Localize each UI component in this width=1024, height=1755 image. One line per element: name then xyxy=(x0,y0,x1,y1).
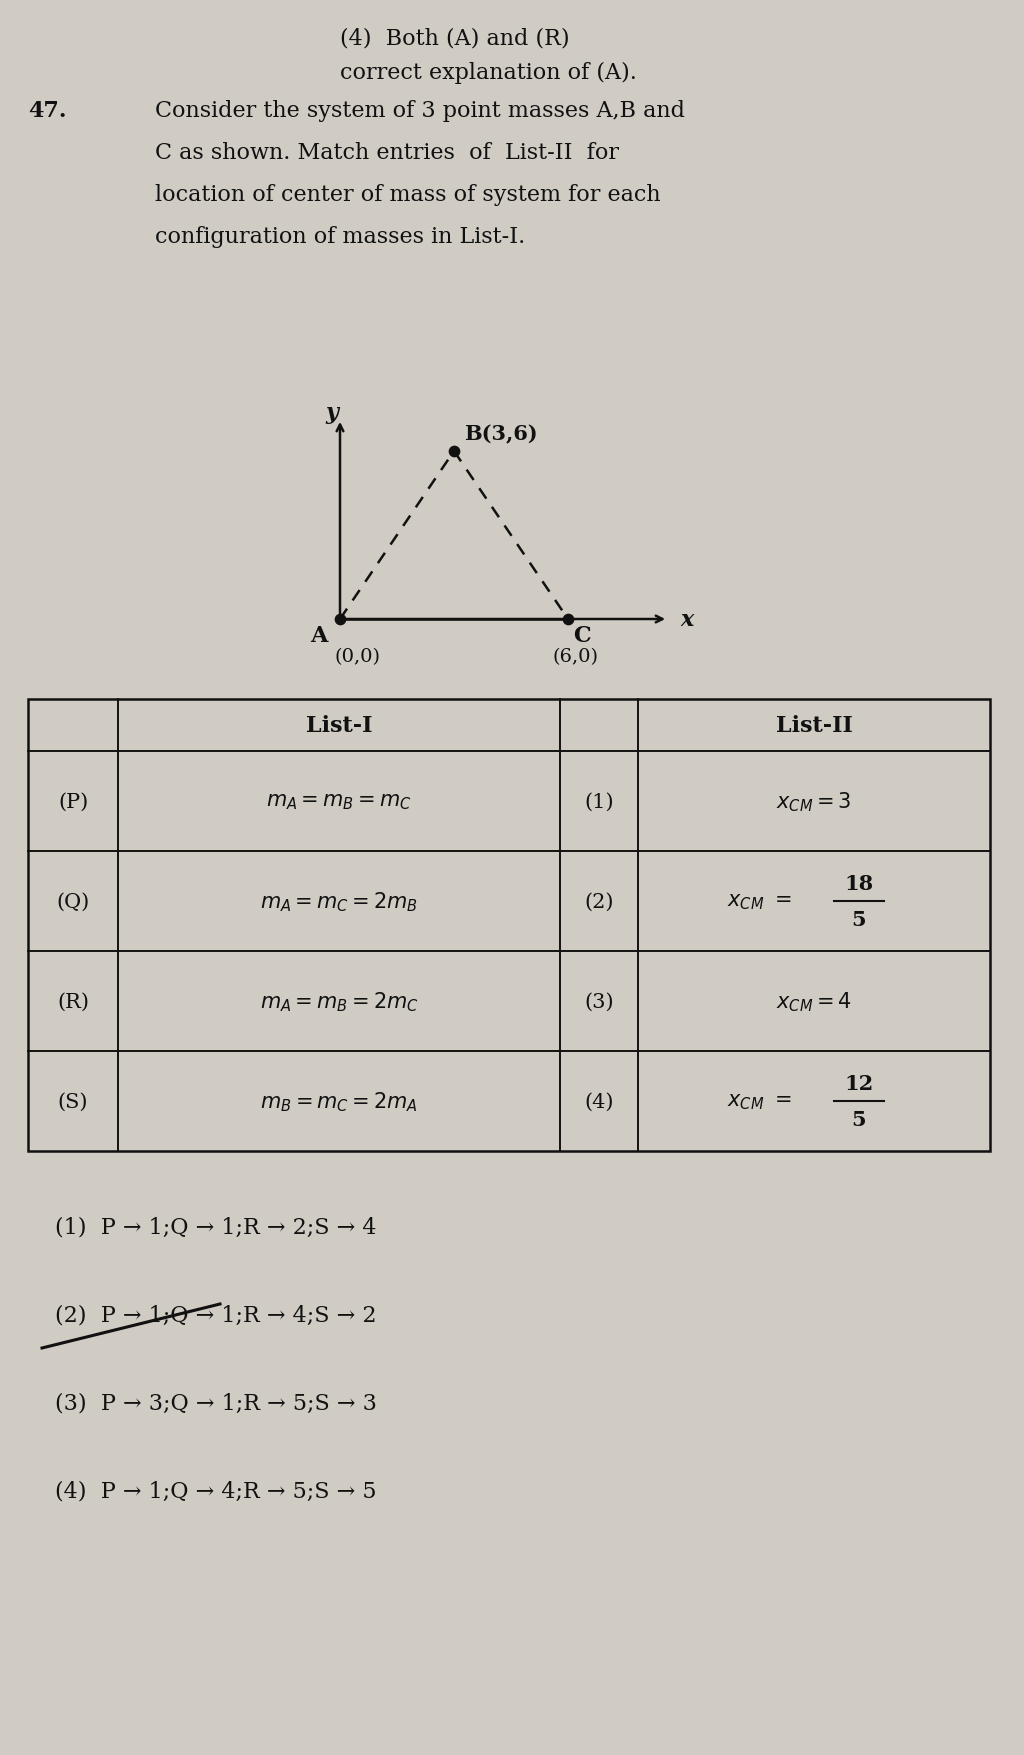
Text: y: y xyxy=(326,402,339,423)
Text: (2): (2) xyxy=(585,892,613,911)
Point xyxy=(560,605,577,634)
Text: A: A xyxy=(310,625,328,646)
Text: 47.: 47. xyxy=(28,100,67,121)
Text: $m_A = m_C = 2m_B$: $m_A = m_C = 2m_B$ xyxy=(260,890,418,913)
Text: (6,0): (6,0) xyxy=(553,648,599,665)
Text: C: C xyxy=(573,625,591,646)
Text: (1): (1) xyxy=(584,792,613,811)
Bar xyxy=(28,700,990,1151)
Text: C as shown. Match entries  of  List-II  for: C as shown. Match entries of List-II for xyxy=(155,142,618,163)
Text: (4)  P → 1;Q → 4;R → 5;S → 5: (4) P → 1;Q → 4;R → 5;S → 5 xyxy=(55,1479,377,1502)
Text: (P): (P) xyxy=(58,792,88,811)
Text: $x_{CM} = 3$: $x_{CM} = 3$ xyxy=(776,790,852,813)
Text: (Q): (Q) xyxy=(56,892,90,911)
Text: (1)  P → 1;Q → 1;R → 2;S → 4: (1) P → 1;Q → 1;R → 2;S → 4 xyxy=(55,1216,377,1239)
Text: B(3,6): B(3,6) xyxy=(464,423,538,444)
Text: $m_A = m_B = 2m_C$: $m_A = m_B = 2m_C$ xyxy=(259,990,419,1013)
Text: 12: 12 xyxy=(845,1074,873,1093)
Text: 5: 5 xyxy=(852,909,866,930)
Text: 5: 5 xyxy=(852,1109,866,1130)
Text: List-I: List-I xyxy=(306,714,373,737)
Text: (3): (3) xyxy=(584,992,613,1011)
Text: 18: 18 xyxy=(845,874,873,893)
Text: correct explanation of (A).: correct explanation of (A). xyxy=(340,61,637,84)
Text: (3)  P → 3;Q → 1;R → 5;S → 3: (3) P → 3;Q → 1;R → 5;S → 3 xyxy=(55,1392,377,1415)
Text: $x_{CM}\ =$: $x_{CM}\ =$ xyxy=(727,1092,792,1111)
Text: List-II: List-II xyxy=(775,714,852,737)
Text: (0,0): (0,0) xyxy=(335,648,381,665)
Text: $x_{CM} = 4$: $x_{CM} = 4$ xyxy=(776,990,852,1013)
Text: (R): (R) xyxy=(57,992,89,1011)
Text: Consider the system of 3 point masses A,B and: Consider the system of 3 point masses A,… xyxy=(155,100,685,121)
Text: (4): (4) xyxy=(585,1092,613,1111)
Point xyxy=(332,605,348,634)
Point xyxy=(445,437,462,465)
Text: $m_A = m_B = m_C$: $m_A = m_B = m_C$ xyxy=(266,792,412,811)
Text: (4)  Both (A) and (R): (4) Both (A) and (R) xyxy=(340,28,569,49)
Text: $x_{CM}\ =$: $x_{CM}\ =$ xyxy=(727,892,792,911)
Text: (2)  P → 1;Q → 1;R → 4;S → 2: (2) P → 1;Q → 1;R → 4;S → 2 xyxy=(55,1304,377,1327)
Text: (S): (S) xyxy=(57,1092,88,1111)
Text: $m_B = m_C = 2m_A$: $m_B = m_C = 2m_A$ xyxy=(260,1090,418,1113)
Text: configuration of masses in List-I.: configuration of masses in List-I. xyxy=(155,226,525,247)
Text: location of center of mass of system for each: location of center of mass of system for… xyxy=(155,184,660,205)
Text: x: x xyxy=(680,609,693,630)
